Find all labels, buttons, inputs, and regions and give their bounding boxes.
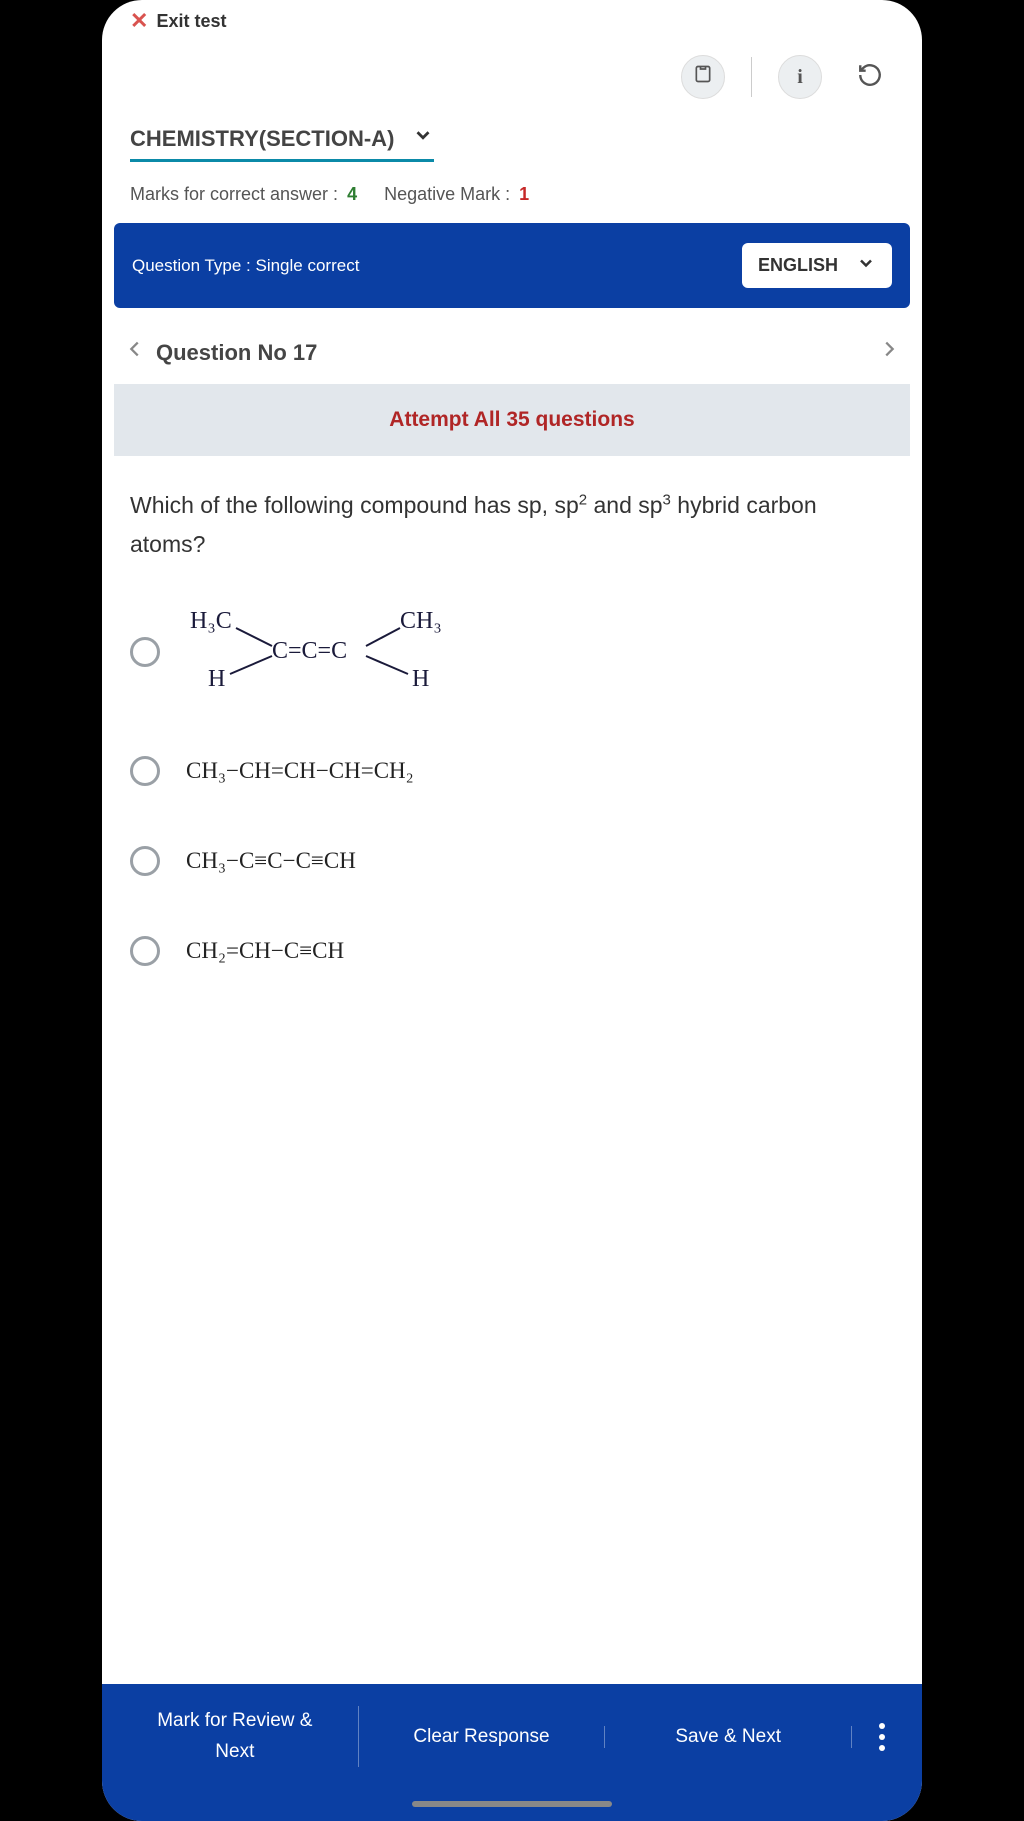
marks-row: Marks for correct answer : 4 Negative Ma… — [102, 168, 922, 219]
chevron-down-icon — [412, 124, 434, 153]
chevron-left-icon — [124, 334, 146, 372]
question-type-bar: Question Type : Single correct ENGLISH — [114, 223, 910, 308]
exit-label: Exit test — [156, 11, 226, 32]
save-next-label: Save & Next — [675, 1726, 781, 1747]
home-indicator — [412, 1801, 612, 1807]
option-d[interactable]: CH₂=CH−C≡CH — [130, 936, 894, 966]
prev-question-button[interactable]: Question No 17 — [124, 334, 317, 372]
option-b-content: CH₃−CH=CH−CH=CH₂ — [186, 758, 414, 784]
info-button[interactable]: i — [778, 55, 822, 99]
question-nav: Question No 17 — [114, 330, 910, 376]
mark-review-l2: Next — [118, 1737, 352, 1767]
option-a-structure: H₃C CH₃ C=C=C H H — [186, 608, 456, 690]
radio-icon — [130, 846, 160, 876]
clear-response-button[interactable]: Clear Response — [359, 1726, 606, 1748]
svg-text:H₃C: H₃C — [190, 608, 232, 634]
app-content: ✕ Exit test i CHEMISTRY(SECTION-A) Mar — [102, 0, 922, 1821]
more-button[interactable] — [852, 1723, 912, 1751]
chevron-down-icon — [856, 253, 876, 278]
correct-value: 4 — [347, 184, 357, 204]
radio-icon — [130, 936, 160, 966]
attempt-banner: Attempt All 35 questions — [114, 384, 910, 456]
language-value: ENGLISH — [758, 255, 838, 276]
language-dropdown[interactable]: ENGLISH — [742, 243, 892, 288]
correct-label: Marks for correct answer : — [130, 184, 338, 204]
refresh-button[interactable] — [848, 55, 892, 99]
phone-frame: ✕ Exit test i CHEMISTRY(SECTION-A) Mar — [102, 0, 922, 1821]
refresh-icon — [857, 62, 883, 93]
question-type-label: Question Type : Single correct — [132, 256, 359, 276]
option-c[interactable]: CH₃−C≡C−C≡CH — [130, 846, 894, 876]
svg-text:CH₃: CH₃ — [400, 608, 442, 634]
save-next-button[interactable]: Save & Next — [605, 1726, 852, 1748]
svg-text:H: H — [412, 666, 429, 690]
qtext-pre: Which of the following compound has sp, … — [130, 492, 579, 518]
options-list: H₃C CH₃ C=C=C H H C — [130, 608, 894, 966]
close-icon: ✕ — [130, 8, 148, 34]
qtext-sup3: 3 — [663, 491, 671, 508]
qtext-sup2: 2 — [579, 491, 587, 508]
clear-label: Clear Response — [413, 1726, 549, 1747]
section-dropdown[interactable]: CHEMISTRY(SECTION-A) — [130, 124, 434, 162]
option-b[interactable]: CH₃−CH=CH−CH=CH₂ — [130, 756, 894, 786]
question-body: Which of the following compound has sp, … — [102, 456, 922, 966]
report-button[interactable] — [681, 55, 725, 99]
option-a-content: H₃C CH₃ C=C=C H H — [186, 608, 456, 696]
divider — [751, 57, 752, 97]
option-a[interactable]: H₃C CH₃ C=C=C H H — [130, 608, 894, 696]
mark-review-button[interactable]: Mark for Review & Next — [112, 1706, 359, 1767]
negative-value: 1 — [519, 184, 529, 204]
svg-text:C=C=C: C=C=C — [272, 638, 347, 664]
svg-text:H: H — [208, 666, 225, 690]
option-d-content: CH₂=CH−C≡CH — [186, 938, 344, 964]
question-text: Which of the following compound has sp, … — [130, 486, 894, 564]
radio-icon — [130, 637, 160, 667]
attempt-text: Attempt All 35 questions — [389, 408, 634, 431]
next-question-button[interactable] — [878, 334, 900, 372]
top-icon-group: i — [681, 55, 892, 99]
mark-review-l1: Mark for Review & — [118, 1706, 352, 1736]
top-row: ✕ Exit test — [102, 0, 922, 34]
info-icon: i — [797, 66, 803, 89]
question-number-label: Question No 17 — [156, 340, 317, 366]
qtext-mid: and sp — [587, 492, 662, 518]
chevron-right-icon — [878, 338, 900, 371]
exit-test-button[interactable]: ✕ Exit test — [130, 8, 226, 34]
radio-icon — [130, 756, 160, 786]
negative-label: Negative Mark : — [384, 184, 510, 204]
option-c-content: CH₃−C≡C−C≡CH — [186, 848, 356, 874]
more-icon — [858, 1723, 906, 1751]
section-title: CHEMISTRY(SECTION-A) — [130, 126, 394, 152]
report-icon — [693, 64, 713, 90]
